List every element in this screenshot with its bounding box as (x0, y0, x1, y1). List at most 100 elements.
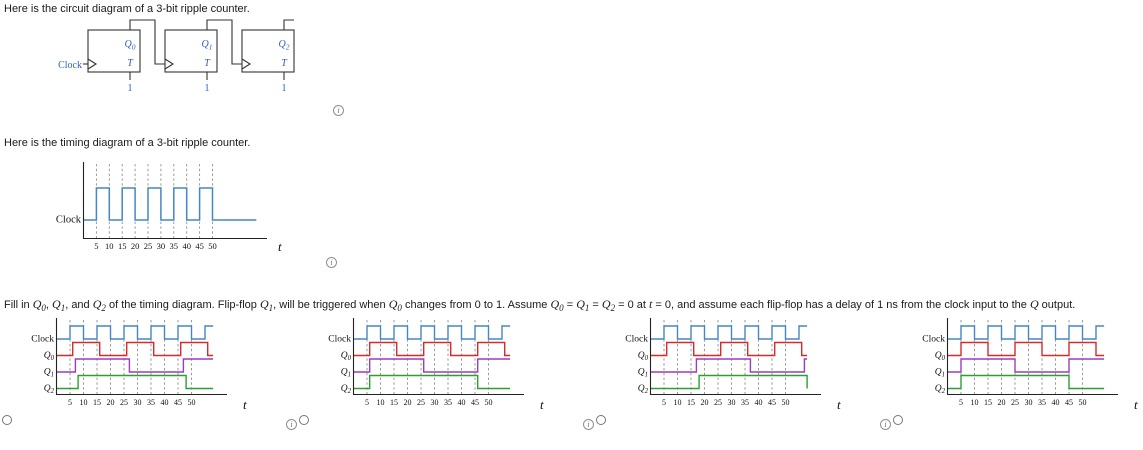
clock-waveform (947, 325, 1105, 340)
option-1-radio[interactable] (2, 415, 12, 425)
t-label-2: T (281, 58, 288, 69)
q2-waveform (947, 374, 1105, 390)
tick-label: 10 (377, 398, 385, 407)
t-axis-label: t (540, 397, 544, 412)
answer-options: Clock Q0 Q1 Q2 5 10 15 20 25 30 35 40 45 50 t Clock Q0 Q… (2, 316, 1143, 434)
q0-waveform (353, 341, 511, 357)
q1-to-clock2-wire (206, 19, 242, 65)
tick-label: 50 (188, 398, 196, 407)
q1-waveform (353, 358, 511, 373)
clock-waveform (650, 325, 808, 340)
q2-signal-label: Q2 (341, 384, 352, 395)
timing-intro-text: Here is the timing diagram of a 3-bit ri… (4, 137, 251, 149)
q0-label: Q0 (125, 39, 136, 52)
clock-signal-label: Clock (328, 335, 351, 345)
tick-label: 25 (144, 241, 153, 251)
tick-label: 10 (105, 241, 114, 251)
q2-signal-label: Q2 (638, 384, 649, 395)
tick-label: 40 (182, 241, 191, 251)
tick-label: 50 (485, 398, 493, 407)
question-text: Fill in Q0, Q1, and Q2 of the timing dia… (4, 297, 1076, 314)
tick-label: 40 (1052, 398, 1060, 407)
tick-label: 25 (417, 398, 425, 407)
info-icon-option-1[interactable] (286, 419, 297, 430)
tick-label: 15 (687, 398, 695, 407)
tick-label: 5 (662, 398, 666, 407)
tick-label: 35 (147, 398, 155, 407)
t-input-value-1: 1 (205, 83, 210, 94)
tick-label: 5 (365, 398, 369, 407)
circuit-clock-label: Clock (58, 60, 82, 71)
q1-label: Q1 (202, 39, 213, 52)
t-label-1: T (204, 58, 211, 69)
tick-label: 35 (1038, 398, 1046, 407)
tick-label: 25 (714, 398, 722, 407)
tick-label: 5 (959, 398, 963, 407)
tick-label: 20 (404, 398, 412, 407)
option-4-radio[interactable] (893, 415, 903, 425)
q1-signal-label: Q1 (935, 368, 945, 379)
option-3-radio[interactable] (596, 415, 606, 425)
tick-label: 35 (741, 398, 749, 407)
q2-waveform (650, 374, 808, 390)
q0-signal-label: Q0 (44, 351, 55, 362)
q1-signal-label: Q1 (44, 368, 54, 379)
tick-label: 50 (782, 398, 790, 407)
q1-signal-label: Q1 (638, 368, 648, 379)
option-3-timing-diagram: Clock Q0 Q1 Q2 5 10 15 20 25 30 35 40 45 50 t (625, 318, 841, 412)
info-icon-timing[interactable] (326, 257, 337, 268)
tick-label: 20 (998, 398, 1006, 407)
tick-label: 30 (728, 398, 736, 407)
tick-label: 35 (444, 398, 452, 407)
info-icon-circuit[interactable] (333, 105, 344, 116)
option-4-timing-diagram: Clock Q0 Q1 Q2 5 10 15 20 25 30 35 40 45 50 t (922, 318, 1138, 412)
flipflop-box-0 (87, 29, 141, 73)
option-2-timing-diagram: Clock Q0 Q1 Q2 5 10 15 20 25 30 35 40 45 50 t (328, 318, 544, 412)
t-input-value-0: 1 (128, 83, 133, 94)
tick-label: 30 (1025, 398, 1033, 407)
q0-signal-label: Q0 (935, 351, 946, 362)
clock-signal-label: Clock (625, 335, 648, 345)
q0-signal-label: Q0 (638, 351, 649, 362)
q1-signal-label: Q1 (341, 368, 351, 379)
q0-waveform (650, 341, 808, 357)
tick-label: 5 (68, 398, 72, 407)
flipflop-box-2 (241, 29, 295, 73)
q1-waveform (650, 358, 808, 373)
tick-label: 10 (80, 398, 88, 407)
flipflop-box-1 (164, 29, 218, 73)
tick-label: 45 (1065, 398, 1073, 407)
clock-timing-diagram: Clock 5 10 15 20 25 30 35 40 45 50 t (56, 162, 282, 254)
q0-signal-label: Q0 (341, 351, 352, 362)
circuit-diagram: Clock Q0 T 1 Q1 T 1 Q2 T 1 (58, 19, 295, 94)
info-icon-option-3[interactable] (880, 419, 891, 430)
option-2-radio[interactable] (299, 415, 309, 425)
tick-label: 35 (170, 241, 179, 251)
tick-label: 20 (107, 398, 115, 407)
clock-signal-label: Clock (922, 335, 945, 345)
q2-signal-label: Q2 (935, 384, 946, 395)
t-axis-label: t (837, 397, 841, 412)
tick-label: 25 (1011, 398, 1019, 407)
tick-label: 40 (755, 398, 763, 407)
q0-waveform (56, 341, 214, 357)
option-1-timing-diagram: Clock Q0 Q1 Q2 5 10 15 20 25 30 35 40 45 50 t (31, 318, 247, 412)
clock-edge-triangle-icon (87, 58, 98, 70)
tick-label: 30 (134, 398, 142, 407)
tick-label: 45 (768, 398, 776, 407)
tick-label: 10 (971, 398, 979, 407)
tick-label: 45 (174, 398, 182, 407)
info-icon-option-2[interactable] (583, 419, 594, 430)
q1-waveform (56, 358, 214, 373)
answer-option-1: Clock Q0 Q1 Q2 5 10 15 20 25 30 35 40 45 50 t (2, 316, 299, 434)
clock-waveform (56, 325, 214, 340)
q2-label: Q2 (279, 39, 290, 52)
tick-label: 20 (701, 398, 709, 407)
q1-waveform (947, 358, 1105, 373)
q0-to-clock1-wire (129, 19, 165, 65)
tick-label: 40 (161, 398, 169, 407)
tick-label: 20 (131, 241, 140, 251)
tick-label: 50 (208, 241, 217, 251)
t-axis-label: t (278, 239, 282, 254)
t-label-0: T (127, 58, 134, 69)
